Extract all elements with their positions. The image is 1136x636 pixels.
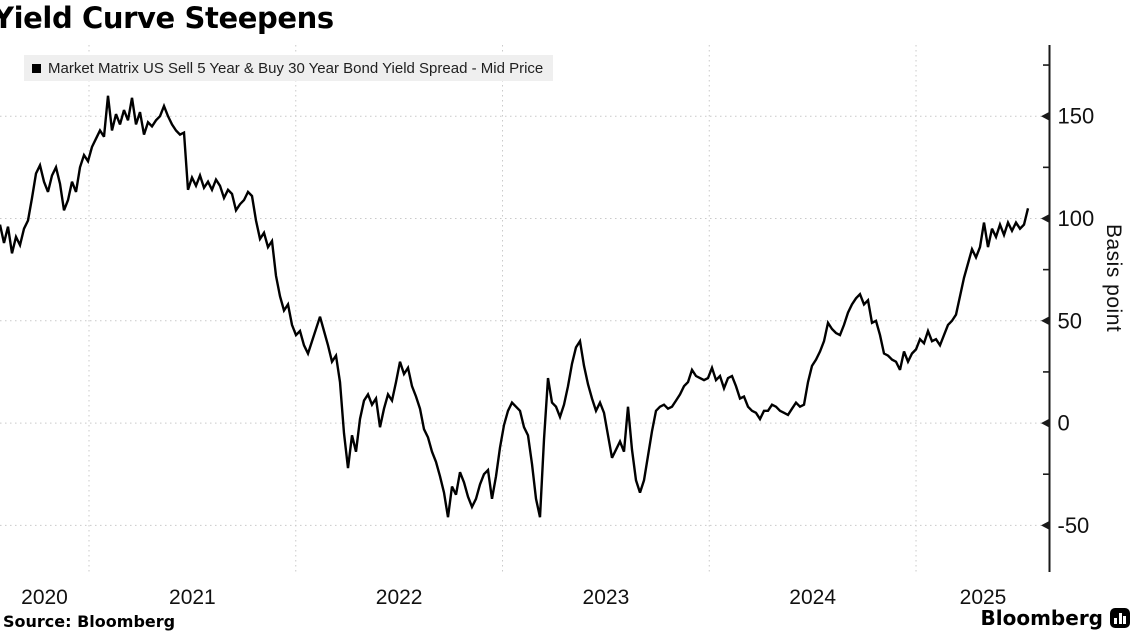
x-year-label: 2020 [21, 586, 68, 609]
y-tick-label: -50 [1058, 513, 1090, 538]
x-year-label: 2022 [376, 586, 423, 609]
series-line [0, 95, 1030, 518]
y-tick-major [1041, 213, 1050, 223]
y-tick-label: 50 [1058, 308, 1082, 333]
x-year-label: 2021 [169, 586, 216, 609]
legend-label: Market Matrix US Sell 5 Year & Buy 30 Ye… [48, 59, 544, 77]
x-year-label: 2024 [789, 586, 836, 609]
bloomberg-chart-icon [1110, 608, 1130, 628]
brand: Bloomberg [981, 606, 1130, 630]
legend: Market Matrix US Sell 5 Year & Buy 30 Ye… [24, 55, 554, 81]
y-tick-label: 100 [1058, 206, 1095, 231]
y-tick-major [1041, 316, 1050, 326]
y-tick-major [1041, 520, 1050, 530]
y-tick-major [1041, 418, 1050, 428]
brand-name: Bloomberg [980, 606, 1103, 630]
y-tick-major [1041, 111, 1050, 121]
source-note: Source: Bloomberg [3, 612, 176, 631]
y-tick-label: 0 [1058, 411, 1070, 436]
x-year-label: 2023 [583, 586, 630, 609]
chart-title: Yield Curve Steepens [0, 1, 334, 35]
legend-swatch-icon [32, 63, 41, 73]
y-tick-label: 150 [1058, 104, 1095, 129]
x-year-label: 2025 [960, 586, 1007, 609]
y-axis-title: Basis point [1102, 224, 1125, 333]
